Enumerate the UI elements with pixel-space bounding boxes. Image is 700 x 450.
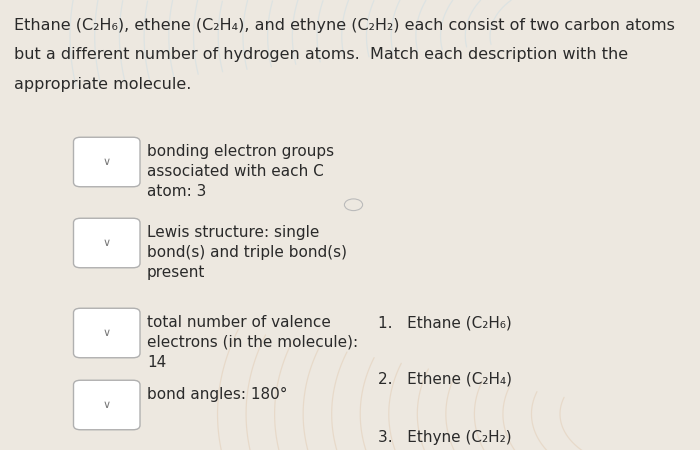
Text: bonding electron groups
associated with each C
atom: 3: bonding electron groups associated with … — [147, 144, 334, 198]
Text: Ethane (C₂H₆), ethene (C₂H₄), and ethyne (C₂H₂) each consist of two carbon atoms: Ethane (C₂H₆), ethene (C₂H₄), and ethyne… — [14, 18, 675, 33]
Text: 1.   Ethane (C₂H₆): 1. Ethane (C₂H₆) — [378, 315, 512, 330]
Text: ∨: ∨ — [103, 238, 111, 248]
FancyBboxPatch shape — [74, 308, 140, 358]
Text: but a different number of hydrogen atoms.  Match each description with the: but a different number of hydrogen atoms… — [14, 47, 628, 62]
Text: 2.   Ethene (C₂H₄): 2. Ethene (C₂H₄) — [378, 371, 512, 386]
FancyBboxPatch shape — [74, 218, 140, 268]
Text: 3.   Ethyne (C₂H₂): 3. Ethyne (C₂H₂) — [378, 430, 512, 445]
Text: appropriate molecule.: appropriate molecule. — [14, 76, 191, 91]
FancyBboxPatch shape — [74, 137, 140, 187]
Text: ∨: ∨ — [103, 400, 111, 410]
FancyBboxPatch shape — [74, 380, 140, 430]
Text: Lewis structure: single
bond(s) and triple bond(s)
present: Lewis structure: single bond(s) and trip… — [147, 225, 347, 279]
Text: total number of valence
electrons (in the molecule):
14: total number of valence electrons (in th… — [147, 315, 358, 369]
Text: ∨: ∨ — [103, 328, 111, 338]
Text: bond angles: 180°: bond angles: 180° — [147, 387, 288, 402]
Text: ∨: ∨ — [103, 157, 111, 167]
